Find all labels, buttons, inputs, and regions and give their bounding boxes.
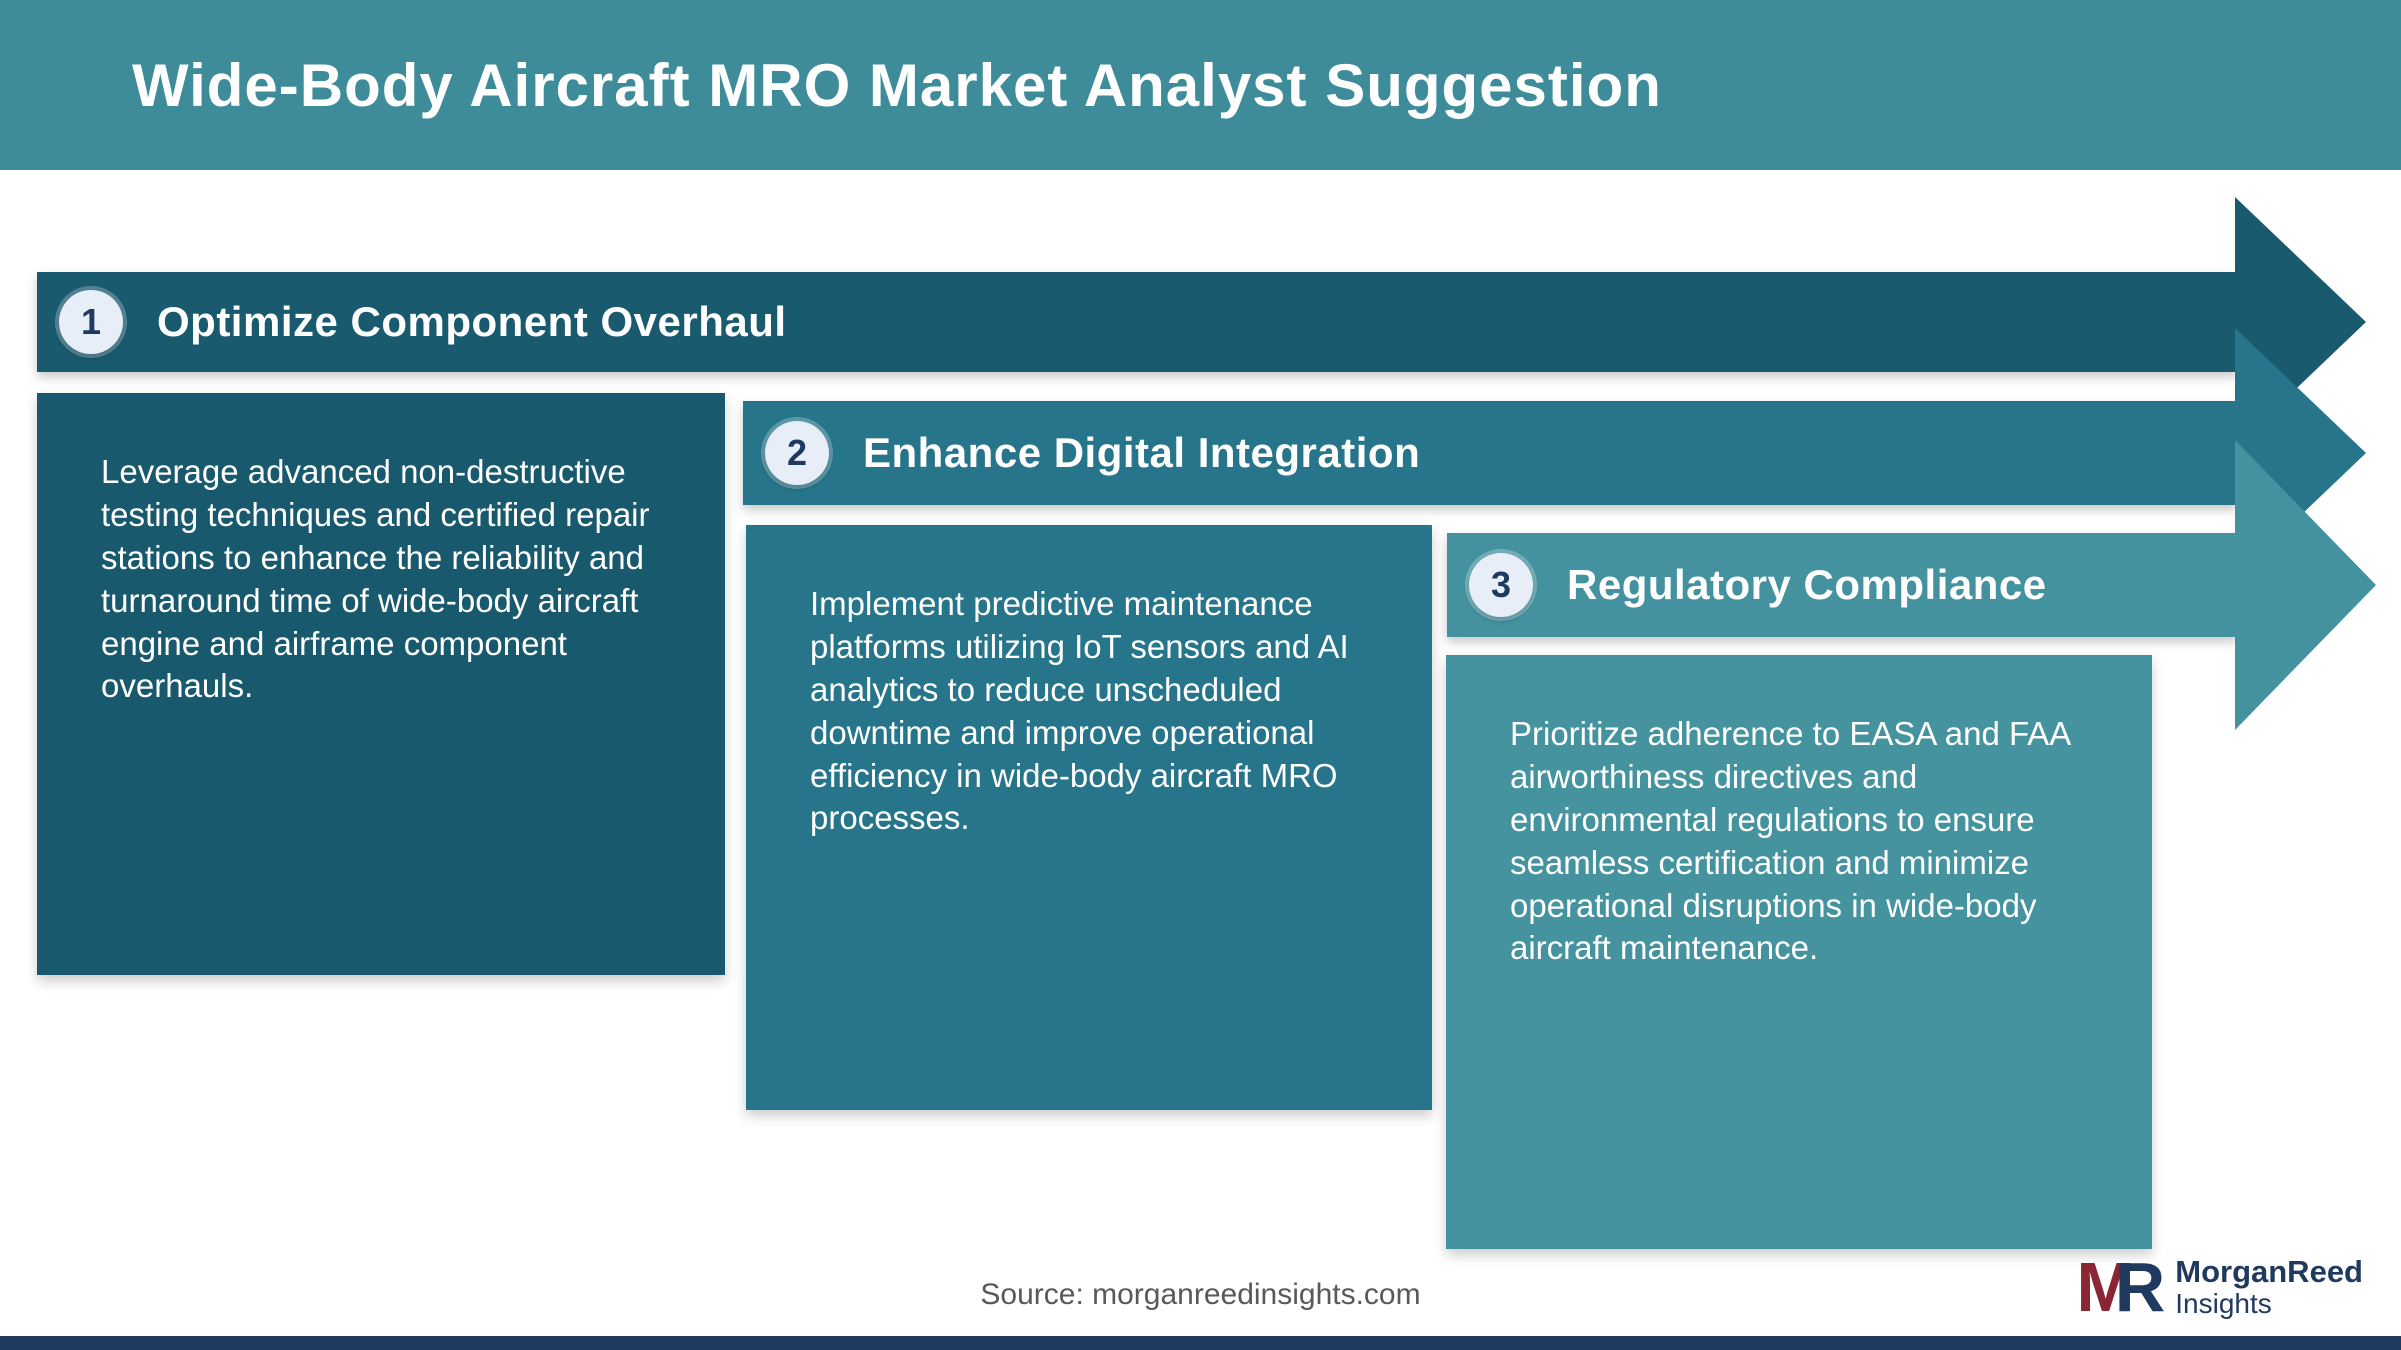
step2-body-box: Implement predictive maintenance platfor… [746, 525, 1432, 1110]
brand-logo: M R MorganReed Insights [2076, 1252, 2363, 1322]
brand-monogram-m: M [2076, 1248, 2134, 1326]
step2-number-badge: 2 [765, 421, 829, 485]
step1-banner: 1 Optimize Component Overhaul [37, 272, 2237, 372]
step3-body-text: Prioritize adherence to EASA and FAA air… [1510, 715, 2070, 967]
bottom-accent-strip [0, 1336, 2401, 1350]
step3-banner: 3 Regulatory Compliance [1447, 533, 2237, 637]
step1-body-text: Leverage advanced non-destructive testin… [101, 453, 650, 705]
step2-body-text: Implement predictive maintenance platfor… [810, 585, 1349, 837]
step1-number-badge: 1 [59, 290, 123, 354]
header-bar: Wide-Body Aircraft MRO Market Analyst Su… [0, 0, 2401, 170]
brand-tagline: Insights [2175, 1287, 2272, 1319]
step3-body-box: Prioritize adherence to EASA and FAA air… [1446, 655, 2152, 1249]
step3-number-badge: 3 [1469, 553, 1533, 617]
step2-title: Enhance Digital Integration [863, 429, 1421, 476]
brand-monogram-icon: M R [2076, 1248, 2166, 1326]
brand-wordmark: MorganReed Insights [2175, 1253, 2363, 1320]
step2-banner: 2 Enhance Digital Integration [743, 401, 2237, 505]
source-attribution: Source: morganreedinsights.com [980, 1278, 1421, 1311]
step3-title: Regulatory Compliance [1567, 561, 2047, 608]
step1-body-box: Leverage advanced non-destructive testin… [37, 393, 725, 975]
brand-name: MorganReed [2175, 1253, 2363, 1289]
brand-monogram-r: R [2114, 1248, 2166, 1326]
page-title: Wide-Body Aircraft MRO Market Analyst Su… [132, 51, 1662, 119]
step1-title: Optimize Component Overhaul [157, 298, 787, 345]
